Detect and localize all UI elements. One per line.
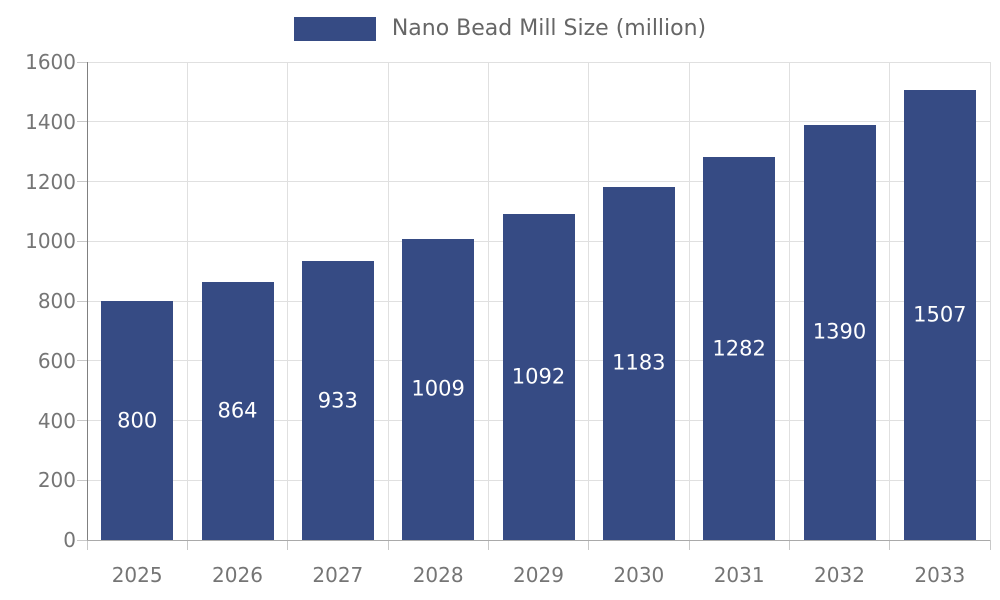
bar (201, 281, 274, 540)
x-tick-label: 2032 (814, 563, 865, 587)
legend-label: Nano Bead Mill Size (million) (391, 16, 707, 41)
y-tick-mark (77, 240, 87, 242)
y-tick-label: 600 (37, 348, 76, 373)
y-axis-line (86, 62, 88, 540)
x-tick-label: 2030 (613, 563, 665, 587)
x-tick-mark (287, 540, 289, 550)
bar (402, 238, 475, 540)
y-tick-mark (77, 539, 87, 541)
y-tick-label: 1200 (25, 169, 76, 194)
x-tick-label: 2026 (212, 563, 263, 587)
x-gridline (387, 62, 389, 540)
y-tick-mark (77, 61, 87, 63)
bar-value-label: 1390 (812, 319, 867, 344)
bar (502, 213, 575, 540)
legend-swatch (293, 16, 376, 41)
y-tick-label: 0 (63, 528, 76, 552)
bar-value-label: 933 (317, 388, 358, 413)
x-gridline (186, 62, 188, 540)
x-tick-label: 2025 (111, 563, 163, 587)
x-gridline (287, 62, 289, 540)
bar-value-label: 1507 (913, 302, 967, 327)
x-tick-label: 2028 (412, 563, 464, 587)
y-tick-label: 800 (37, 289, 76, 313)
x-gridline (688, 62, 690, 540)
x-tick-label: 2029 (513, 563, 564, 587)
x-gridline (889, 62, 891, 540)
y-gridline (87, 61, 990, 63)
y-tick-label: 1400 (25, 109, 76, 134)
x-tick-mark (788, 540, 790, 550)
x-tick-mark (889, 540, 891, 550)
x-gridline (487, 62, 489, 540)
x-tick-mark (588, 540, 590, 550)
y-tick-mark (77, 420, 87, 421)
y-tick-mark (77, 181, 87, 182)
bar-value-label: 864 (217, 398, 258, 423)
y-tick-mark (77, 300, 87, 302)
x-tick-label: 2031 (713, 563, 765, 587)
bar-value-label: 1092 (511, 364, 566, 389)
y-tick-mark (77, 121, 87, 123)
y-tick-label: 1000 (25, 229, 76, 254)
y-tick-label: 1600 (25, 50, 76, 74)
y-tick-label: 200 (37, 468, 76, 493)
bar-value-label: 1009 (411, 376, 465, 401)
x-gridline (989, 62, 991, 540)
x-tick-label: 2027 (312, 563, 364, 587)
bar-value-label: 800 (117, 408, 158, 432)
bar (101, 301, 174, 540)
x-tick-mark (186, 540, 188, 550)
bar (903, 89, 976, 540)
x-axis-line (87, 539, 990, 541)
bar (803, 124, 876, 540)
x-gridline (588, 62, 590, 540)
y-gridline (87, 121, 990, 123)
bar (703, 157, 776, 540)
x-tick-mark (487, 540, 489, 550)
bar-value-label: 1282 (712, 336, 766, 360)
y-tick-mark (77, 479, 87, 481)
x-tick-mark (688, 540, 690, 550)
bar-value-label: 1183 (612, 350, 666, 375)
x-gridline (788, 62, 790, 540)
x-tick-mark (989, 540, 991, 550)
x-tick-mark (387, 540, 389, 550)
bar (301, 261, 374, 540)
x-tick-label: 2033 (914, 563, 966, 587)
legend: Nano Bead Mill Size (million) (0, 16, 1000, 41)
y-tick-label: 400 (37, 408, 76, 433)
y-gridline (87, 181, 990, 182)
y-tick-mark (77, 360, 87, 362)
x-tick-mark (86, 540, 88, 550)
bar (602, 186, 675, 540)
